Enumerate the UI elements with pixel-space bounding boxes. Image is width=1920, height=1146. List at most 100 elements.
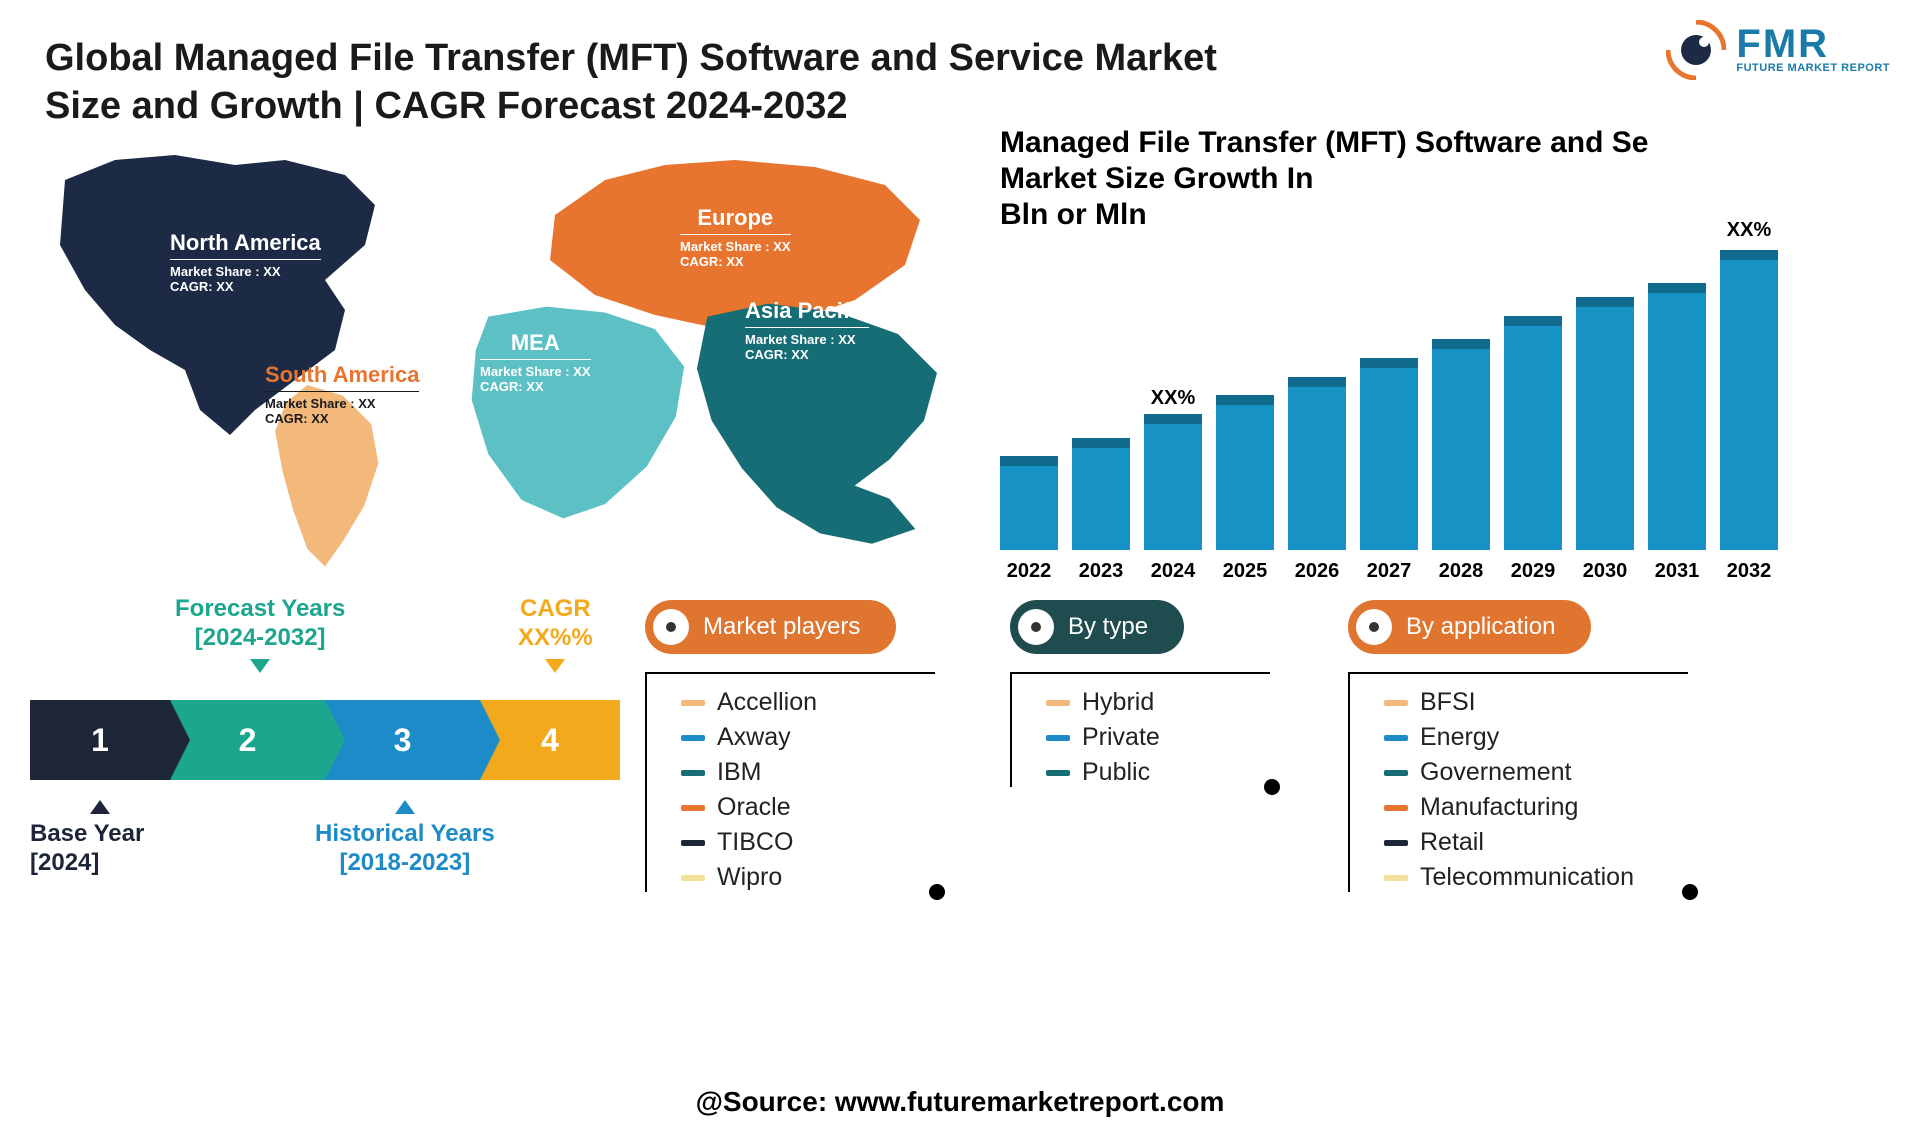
region-ms: Market Share : XX <box>480 364 591 379</box>
bar-year-label: 2022 <box>1007 560 1052 583</box>
bar-item-2028: 2028 <box>1432 339 1490 583</box>
region-cagr: CAGR: XX <box>680 254 791 269</box>
bar <box>1072 438 1130 551</box>
bar-item-2026: 2026 <box>1288 377 1346 583</box>
cat-item-label: Wipro <box>717 863 782 892</box>
forecast-label: Forecast Years [2024-2032] <box>175 595 345 673</box>
bullet-icon <box>681 700 705 706</box>
hist-text: Historical Years <box>315 820 495 847</box>
bullet-icon <box>681 805 705 811</box>
bar-year-label: 2026 <box>1295 560 1340 583</box>
cat-item: TIBCO <box>681 828 935 857</box>
bars-container: 2022 2023 XX% 2024 2025 2026 2027 2028 2… <box>1000 253 1900 583</box>
cat-item: Manufacturing <box>1384 793 1688 822</box>
region-name: Europe <box>680 205 791 231</box>
cat-item: Wipro <box>681 863 935 892</box>
bar <box>1648 283 1706 550</box>
cat-item: BFSI <box>1384 688 1688 717</box>
pill-dot-icon <box>653 609 689 645</box>
logo-text: FMR FUTURE MARKET REPORT <box>1736 26 1890 74</box>
cat-item-label: Governement <box>1420 758 1571 787</box>
label-mea: MEA Market Share : XX CAGR: XX <box>480 330 591 394</box>
cat-item: Energy <box>1384 723 1688 752</box>
chart-title: Managed File Transfer (MFT) Software and… <box>1000 125 1900 233</box>
region-cagr: CAGR: XX <box>170 279 321 294</box>
cat-item-label: IBM <box>717 758 761 787</box>
cat-item: Private <box>1046 723 1270 752</box>
region-name: South America <box>265 362 419 388</box>
bar-item-2024: XX% 2024 <box>1144 387 1202 583</box>
cat-item: Public <box>1046 758 1270 787</box>
cat-item: IBM <box>681 758 935 787</box>
bar-item-2029: 2029 <box>1504 316 1562 583</box>
bullet-icon <box>681 840 705 846</box>
fmr-logo: FMR FUTURE MARKET REPORT <box>1666 20 1890 80</box>
cat-item: Retail <box>1384 828 1688 857</box>
hist-years: [2018-2023] <box>339 849 470 876</box>
cat-item: Oracle <box>681 793 935 822</box>
bullet-icon <box>1384 735 1408 741</box>
base-years: [2024] <box>30 849 99 876</box>
bullet-icon <box>1384 770 1408 776</box>
cat-item: Hybrid <box>1046 688 1270 717</box>
label-south-america: South America Market Share : XX CAGR: XX <box>265 362 419 426</box>
base-label: Base Year [2024] <box>30 800 144 878</box>
title-block: Global Managed File Transfer (MFT) Softw… <box>45 35 1285 130</box>
source-attribution: @Source: www.futuremarketreport.com <box>696 1086 1225 1118</box>
bullet-icon <box>1384 875 1408 881</box>
region-ms: Market Share : XX <box>170 264 321 279</box>
cat-pill-label: By application <box>1406 613 1555 641</box>
bar-item-2023: 2023 <box>1072 438 1130 584</box>
bullet-icon <box>1046 735 1070 741</box>
bar-item-2025: 2025 <box>1216 395 1274 583</box>
logo-icon <box>1666 20 1726 80</box>
bar <box>1432 339 1490 550</box>
bar-end-label: XX% <box>1727 219 1771 242</box>
cat-item-label: Public <box>1082 758 1150 787</box>
bar <box>1720 250 1778 550</box>
cat-item: Governement <box>1384 758 1688 787</box>
bar <box>1144 414 1202 550</box>
region-cagr: CAGR: XX <box>745 347 869 362</box>
bar-year-label: 2032 <box>1727 560 1772 583</box>
pill-dot-icon <box>1356 609 1392 645</box>
forecast-text: Forecast Years <box>175 595 345 622</box>
cat-pill: Market players <box>645 600 896 654</box>
cat-item-label: Axway <box>717 723 791 752</box>
cat-players: Market players Accellion Axway IBM Oracl… <box>645 600 955 898</box>
tl-cell-2: 2 <box>170 700 325 780</box>
cat-item-label: Energy <box>1420 723 1499 752</box>
bar-year-label: 2030 <box>1583 560 1628 583</box>
region-name: North America <box>170 230 321 256</box>
bar-item-2022: 2022 <box>1000 456 1058 583</box>
cat-item-label: Oracle <box>717 793 791 822</box>
bullet-icon <box>1046 700 1070 706</box>
tl-cell-4: 4 <box>480 700 620 780</box>
cat-pill-label: Market players <box>703 613 860 641</box>
cat-list: Hybrid Private Public <box>1010 672 1270 787</box>
region-ms: Market Share : XX <box>745 332 869 347</box>
bullet-icon <box>1384 840 1408 846</box>
cat-item: Axway <box>681 723 935 752</box>
page-title: Global Managed File Transfer (MFT) Softw… <box>45 35 1285 130</box>
chart-title-line3: Bln or Mln <box>1000 198 1147 231</box>
label-north-america: North America Market Share : XX CAGR: XX <box>170 230 321 294</box>
chart-title-line1: Managed File Transfer (MFT) Software and… <box>1000 126 1648 159</box>
cat-item: Accellion <box>681 688 935 717</box>
cat-item-label: TIBCO <box>717 828 793 857</box>
bar-year-label: 2024 <box>1151 560 1196 583</box>
region-ms: Market Share : XX <box>680 239 791 254</box>
region-ms: Market Share : XX <box>265 396 419 411</box>
timeline-section: Forecast Years [2024-2032] CAGR XX%% 1 2… <box>30 595 620 780</box>
bullet-icon <box>681 735 705 741</box>
cat-item: Telecommunication <box>1384 863 1688 892</box>
bar-year-label: 2023 <box>1079 560 1124 583</box>
world-map: North America Market Share : XX CAGR: XX… <box>40 150 940 570</box>
logo-brand: FMR <box>1736 26 1890 62</box>
bar <box>1288 377 1346 550</box>
cat-list: BFSI Energy Governement Manufacturing Re… <box>1348 672 1688 892</box>
bar-item-2031: 2031 <box>1648 283 1706 583</box>
bar-item-2027: 2027 <box>1360 358 1418 583</box>
tl-cell-3: 3 <box>325 700 480 780</box>
region-cagr: CAGR: XX <box>265 411 419 426</box>
